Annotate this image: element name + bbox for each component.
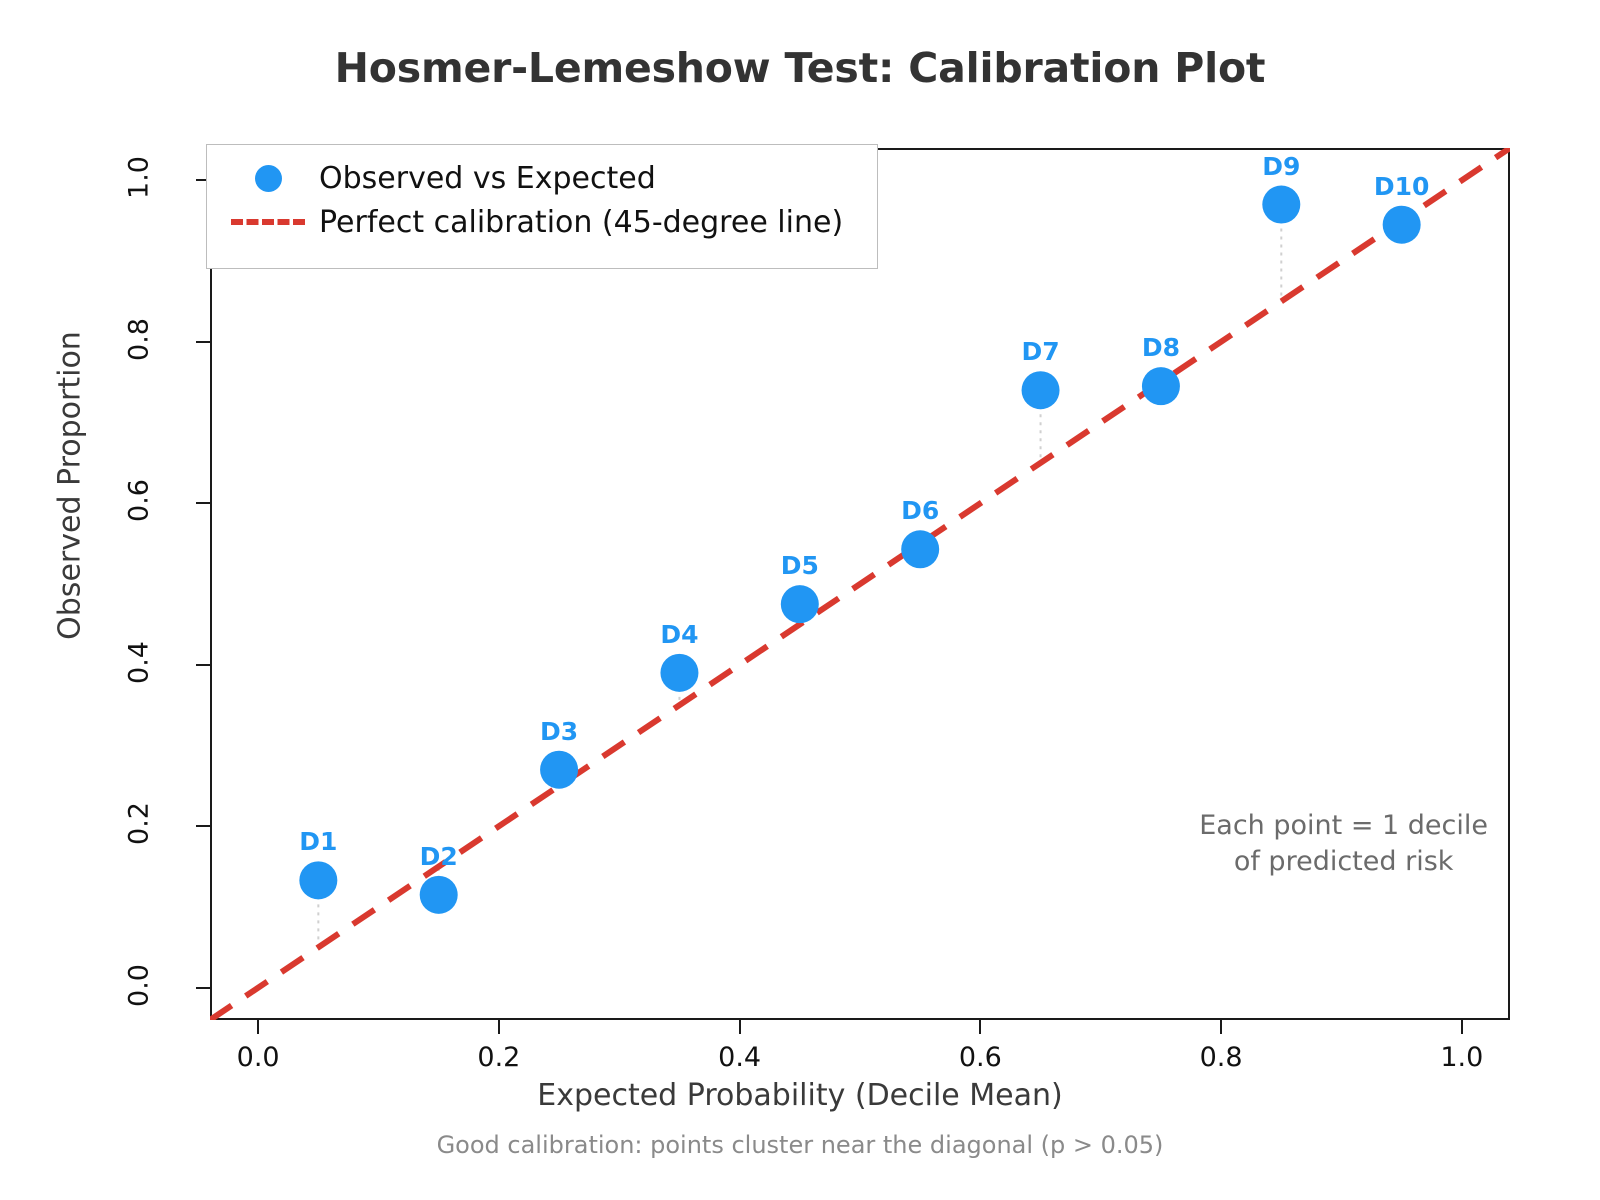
data-point-d9[interactable] [1262, 185, 1301, 224]
chart-footnote: Good calibration: points cluster near th… [436, 1131, 1164, 1159]
x-tick-label: 0.8 [1199, 1042, 1243, 1073]
legend-item-perfect-calibration: Perfect calibration (45-degree line) [225, 202, 843, 242]
y-tick-mark [196, 825, 210, 828]
x-tick-label: 0.6 [958, 1042, 1002, 1073]
y-tick-label: 0.8 [123, 317, 155, 361]
chart-annotation: Each point = 1 decile of predicted risk [1199, 808, 1488, 881]
y-tick-label: 0.2 [123, 802, 155, 846]
point-label-d1: D1 [299, 827, 338, 857]
point-label-d3: D3 [539, 716, 579, 746]
x-tick-label: 1.0 [1440, 1042, 1484, 1073]
data-point-d10[interactable] [1382, 205, 1421, 244]
x-tick-mark [1460, 1020, 1463, 1034]
x-tick-mark [1220, 1020, 1223, 1034]
annotation-line-2: of predicted risk [1233, 846, 1454, 878]
data-point-d2[interactable] [419, 875, 458, 914]
perfect-calibration-line [210, 148, 1510, 1020]
point-label-d7: D7 [1021, 337, 1060, 367]
x-tick-label: 0.4 [718, 1042, 762, 1073]
x-tick-mark [738, 1020, 741, 1034]
y-axis-label: Observed Proportion [52, 331, 88, 640]
y-tick-mark [196, 986, 210, 989]
y-tick-mark [196, 663, 210, 666]
point-label-d10: D10 [1373, 171, 1430, 201]
legend-label-observed: Observed vs Expected [319, 160, 656, 196]
legend-circle-icon [225, 164, 311, 192]
data-point-d7[interactable] [1021, 371, 1060, 410]
point-label-d9: D9 [1262, 151, 1301, 181]
point-label-d2: D2 [419, 841, 458, 871]
y-tick-label: 0.4 [123, 640, 155, 684]
page-title: Hosmer-Lemeshow Test: Calibration Plot [334, 44, 1266, 92]
y-tick-label: 0.6 [123, 479, 155, 523]
x-tick-mark [497, 1020, 500, 1034]
y-tick-mark [196, 502, 210, 505]
point-label-d5: D5 [780, 551, 819, 581]
y-tick-label: 0.0 [123, 963, 155, 1007]
data-point-d1[interactable] [299, 861, 338, 900]
legend-dashed-line-icon [225, 219, 311, 225]
annotation-line-1: Each point = 1 decile [1199, 810, 1488, 841]
point-label-d8: D8 [1141, 333, 1180, 363]
legend-label-perfect-calibration: Perfect calibration (45-degree line) [319, 204, 844, 240]
y-tick-mark [196, 340, 210, 343]
x-axis-label: Expected Probability (Decile Mean) [537, 1078, 1063, 1113]
data-point-d6[interactable] [901, 530, 940, 569]
x-tick-label: 0.0 [236, 1042, 280, 1073]
data-point-d8[interactable] [1141, 367, 1180, 406]
x-tick-mark [979, 1020, 982, 1034]
y-tick-label: 1.0 [123, 156, 155, 200]
point-label-d6: D6 [901, 496, 940, 526]
legend-item-observed: Observed vs Expected [225, 158, 656, 198]
data-point-d4[interactable] [660, 653, 699, 692]
data-point-d5[interactable] [780, 585, 819, 624]
x-tick-mark [257, 1020, 260, 1034]
chart-legend: Observed vs Expected Perfect calibration… [206, 144, 878, 269]
data-point-d3[interactable] [540, 750, 579, 789]
plot-canvas [210, 148, 1510, 1020]
y-tick-mark [196, 179, 210, 182]
point-label-d4: D4 [660, 619, 699, 649]
x-tick-label: 0.2 [477, 1042, 521, 1073]
